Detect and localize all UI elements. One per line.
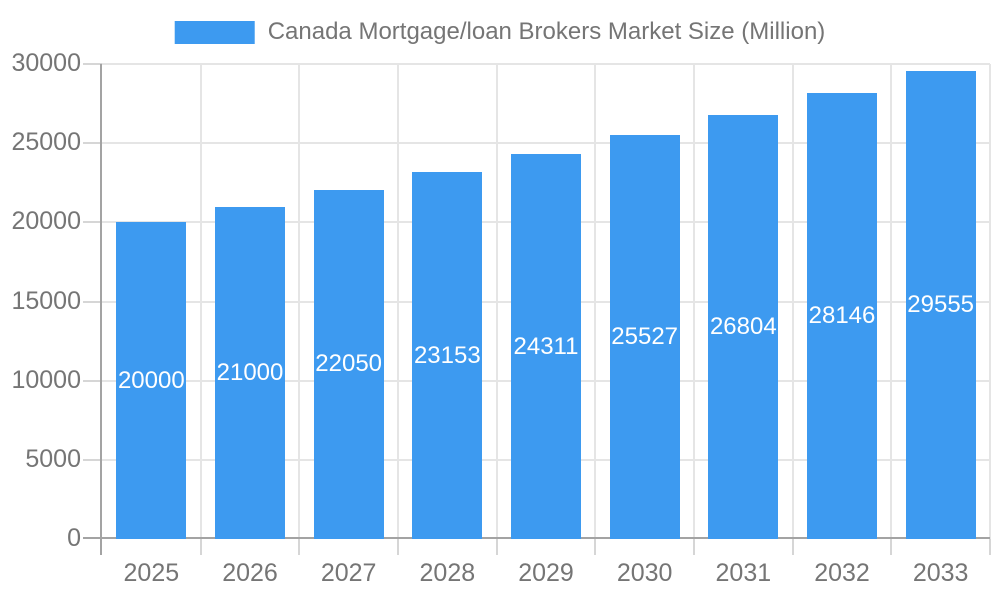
gridline-vertical — [693, 64, 695, 539]
gridline-horizontal — [102, 142, 990, 145]
x-tick-label: 2033 — [912, 559, 969, 587]
legend[interactable]: Canada Mortgage/loan Brokers Market Size… — [174, 18, 826, 46]
gridline-vertical — [495, 64, 498, 539]
y-tick — [83, 300, 102, 303]
x-tick-label: 2028 — [419, 559, 476, 587]
x-tick — [594, 539, 597, 555]
x-tick — [495, 539, 498, 555]
x-tick-label: 2029 — [518, 559, 574, 587]
bar-value-label: 26804 — [709, 312, 777, 340]
x-tick — [989, 539, 991, 555]
gridline-vertical — [594, 64, 597, 539]
x-tick-label: 2031 — [715, 559, 772, 587]
bar-2031[interactable] — [708, 114, 779, 539]
bar-2028[interactable] — [412, 172, 483, 539]
bar-value-label: 28146 — [808, 302, 876, 330]
y-tick — [83, 63, 102, 65]
y-tick-label: 25000 — [11, 128, 81, 157]
y-tick-label: 10000 — [11, 365, 81, 394]
y-tick — [83, 458, 102, 461]
gridline-vertical — [298, 64, 301, 539]
bar-value-label: 25527 — [611, 322, 679, 350]
bar-value-label: 24311 — [513, 332, 579, 360]
x-tick — [791, 539, 794, 555]
x-tick — [298, 539, 301, 555]
x-tick — [693, 539, 695, 555]
y-tick-label: 5000 — [25, 444, 81, 473]
bar-2026[interactable] — [215, 206, 285, 539]
x-tick-label: 2025 — [123, 559, 180, 587]
bar-2027[interactable] — [313, 189, 384, 539]
bar-value-label: 23153 — [413, 341, 481, 369]
gridline-vertical — [989, 64, 991, 539]
y-axis-line — [100, 64, 102, 555]
gridline-vertical — [199, 64, 202, 539]
x-tick — [199, 539, 202, 555]
x-tick-label: 2032 — [814, 559, 870, 587]
bar-2025[interactable] — [116, 222, 187, 539]
x-tick — [397, 539, 399, 555]
legend-swatch[interactable] — [174, 20, 255, 44]
y-tick-label: 20000 — [11, 207, 81, 236]
gridline-horizontal — [102, 63, 990, 65]
bar-value-label: 22050 — [315, 350, 383, 378]
gridline-vertical — [890, 64, 893, 539]
gridline-vertical — [397, 64, 399, 539]
x-tick-label: 2030 — [616, 559, 673, 587]
y-tick-label: 30000 — [11, 48, 81, 77]
legend-title: Canada Mortgage/loan Brokers Market Size… — [267, 18, 826, 45]
y-tick — [83, 379, 102, 382]
y-tick-label: 0 — [67, 523, 81, 552]
x-tick — [890, 539, 893, 555]
bar-value-label: 29555 — [907, 291, 975, 319]
y-tick — [83, 142, 102, 145]
bar-2033[interactable] — [905, 71, 976, 539]
bar-2030[interactable] — [609, 134, 680, 539]
y-tick-label: 15000 — [11, 286, 81, 315]
bar-value-label: 21000 — [216, 358, 284, 386]
bar-2029[interactable] — [511, 154, 581, 539]
x-tick-label: 2027 — [320, 559, 377, 587]
y-tick — [83, 221, 102, 224]
bar-2032[interactable] — [807, 93, 877, 539]
bar-value-label: 20000 — [117, 366, 185, 394]
x-tick-label: 2026 — [222, 559, 278, 587]
gridline-vertical — [791, 64, 794, 539]
